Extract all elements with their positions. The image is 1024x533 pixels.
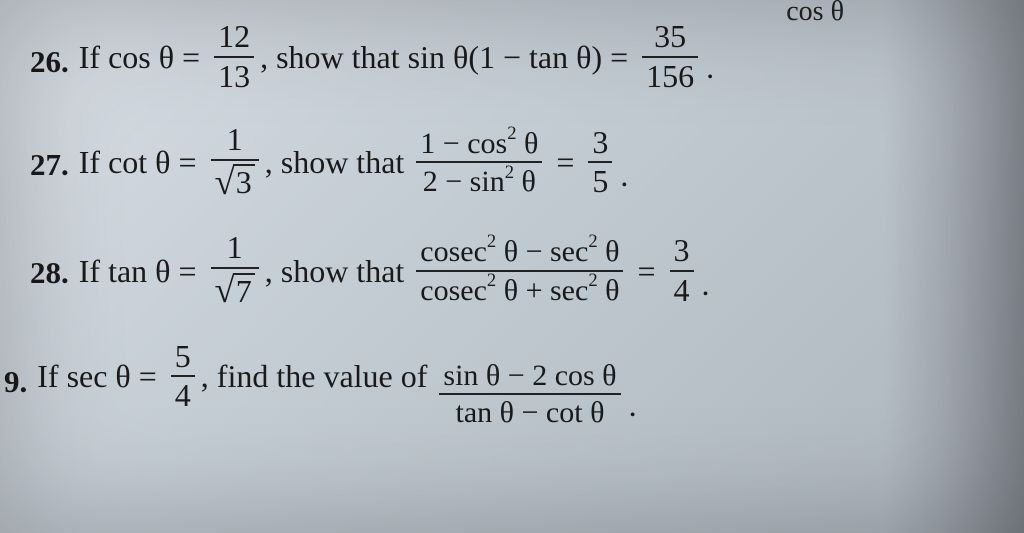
equals-sign: = [139, 360, 157, 392]
text-segment: If cot θ [79, 146, 171, 178]
text-segment: If sec θ [37, 360, 131, 392]
problem-27: 27. If cot θ = 1 √ 3 , show that 1 − cos… [30, 121, 994, 203]
denominator: 5 [588, 163, 612, 201]
sqrt: √ 7 [215, 271, 255, 310]
denominator: tan θ − cot θ [451, 395, 608, 431]
question-number: 9. [4, 366, 27, 397]
fraction: sin θ − 2 cos θ tan θ − cot θ [439, 358, 620, 431]
equals-sign: = [556, 146, 574, 178]
numerator: sin θ − 2 cos θ [439, 358, 620, 394]
numerator: 3 [670, 232, 694, 270]
denominator: 13 [214, 58, 254, 96]
denominator: 4 [171, 377, 195, 415]
denominator: cosec2 θ + sec2 θ [416, 272, 623, 309]
fraction: cosec2 θ − sec2 θ cosec2 θ + sec2 θ [416, 233, 623, 308]
sqrt-sign-icon: √ [215, 163, 235, 202]
fraction: 5 4 [171, 338, 195, 415]
equals-sign: = [610, 41, 628, 73]
fraction: 35 156 [642, 18, 698, 95]
sqrt-arg: 7 [233, 273, 255, 309]
period: . [706, 51, 714, 83]
text-segment: If tan θ [79, 255, 171, 287]
problem-body: If cos θ = 12 13 , show that sin θ(1 − t… [79, 18, 714, 95]
problem-body: If sec θ = 5 4 , find the value of sin θ… [37, 338, 636, 415]
numerator: 3 [588, 124, 612, 162]
numerator: 35 [650, 18, 690, 56]
equals-sign: = [637, 255, 655, 287]
sqrt-arg: 3 [233, 164, 255, 200]
numerator: 1 [223, 121, 247, 159]
equals-sign: = [182, 41, 200, 73]
denominator: 156 [642, 58, 698, 96]
period: . [620, 159, 628, 191]
numerator: 1 − cos2 θ [416, 125, 542, 162]
fraction: 1 − cos2 θ 2 − sin2 θ [416, 125, 542, 200]
denominator: 4 [670, 272, 694, 310]
equals-sign: = [178, 255, 196, 287]
fraction: 3 5 [588, 124, 612, 201]
numerator: 5 [171, 338, 195, 376]
problem-28: 28. If tan θ = 1 √ 7 , show that cosec2 … [30, 229, 994, 311]
fraction: 1 √ 3 [211, 121, 259, 203]
denominator: √ 7 [211, 269, 259, 312]
problem-body: If tan θ = 1 √ 7 , show that cosec2 θ − … [79, 229, 710, 311]
fraction: 3 4 [670, 232, 694, 309]
question-number: 27. [30, 149, 69, 180]
fraction: 1 √ 7 [211, 229, 259, 311]
sqrt: √ 3 [215, 163, 255, 202]
period: . [702, 268, 710, 300]
sqrt-sign-icon: √ [215, 271, 235, 310]
equals-sign: = [178, 146, 196, 178]
problem-body: If cot θ = 1 √ 3 , show that 1 − cos2 θ … [79, 121, 629, 203]
text-segment: , show that [265, 146, 405, 178]
numerator: 1 [223, 229, 247, 267]
denominator: √ 3 [211, 161, 259, 204]
numerator: cosec2 θ − sec2 θ [416, 233, 623, 270]
numerator: 12 [214, 18, 254, 56]
question-number: 26. [30, 46, 69, 77]
denominator: 2 − sin2 θ [419, 163, 540, 200]
fraction: 12 13 [214, 18, 254, 95]
period: . [629, 389, 637, 421]
text-segment: , show that sin θ(1 − tan θ) [260, 41, 602, 73]
cutoff-text: cos θ [786, 0, 844, 28]
problem-29: 9. If sec θ = 5 4 , find the value of si… [4, 338, 994, 415]
question-number: 28. [30, 257, 69, 288]
text-segment: , show that [265, 255, 405, 287]
text-segment: , find the value of [201, 360, 428, 392]
problem-26: 26. If cos θ = 12 13 , show that sin θ(1… [30, 18, 994, 95]
text-segment: If cos θ [79, 41, 174, 73]
